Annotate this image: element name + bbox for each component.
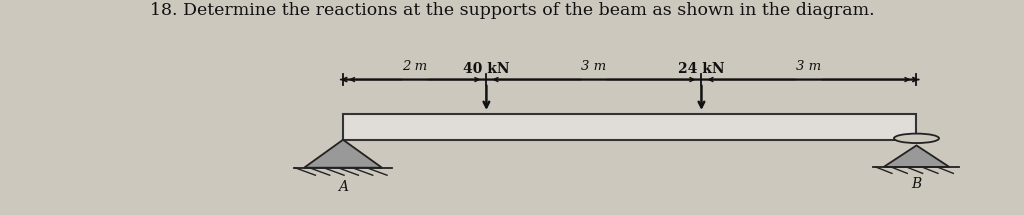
Text: 3 m: 3 m — [797, 60, 821, 73]
Polygon shape — [304, 140, 382, 168]
Text: 2 m: 2 m — [402, 60, 427, 73]
Polygon shape — [884, 145, 949, 167]
Text: 3 m: 3 m — [582, 60, 606, 73]
Text: 40 kN: 40 kN — [463, 62, 510, 76]
Circle shape — [894, 134, 939, 143]
Bar — [343, 114, 916, 140]
Text: A: A — [338, 180, 348, 194]
Text: 24 kN: 24 kN — [678, 62, 725, 76]
Text: 18. Determine the reactions at the supports of the beam as shown in the diagram.: 18. Determine the reactions at the suppo… — [150, 2, 874, 19]
Text: B: B — [911, 177, 922, 191]
